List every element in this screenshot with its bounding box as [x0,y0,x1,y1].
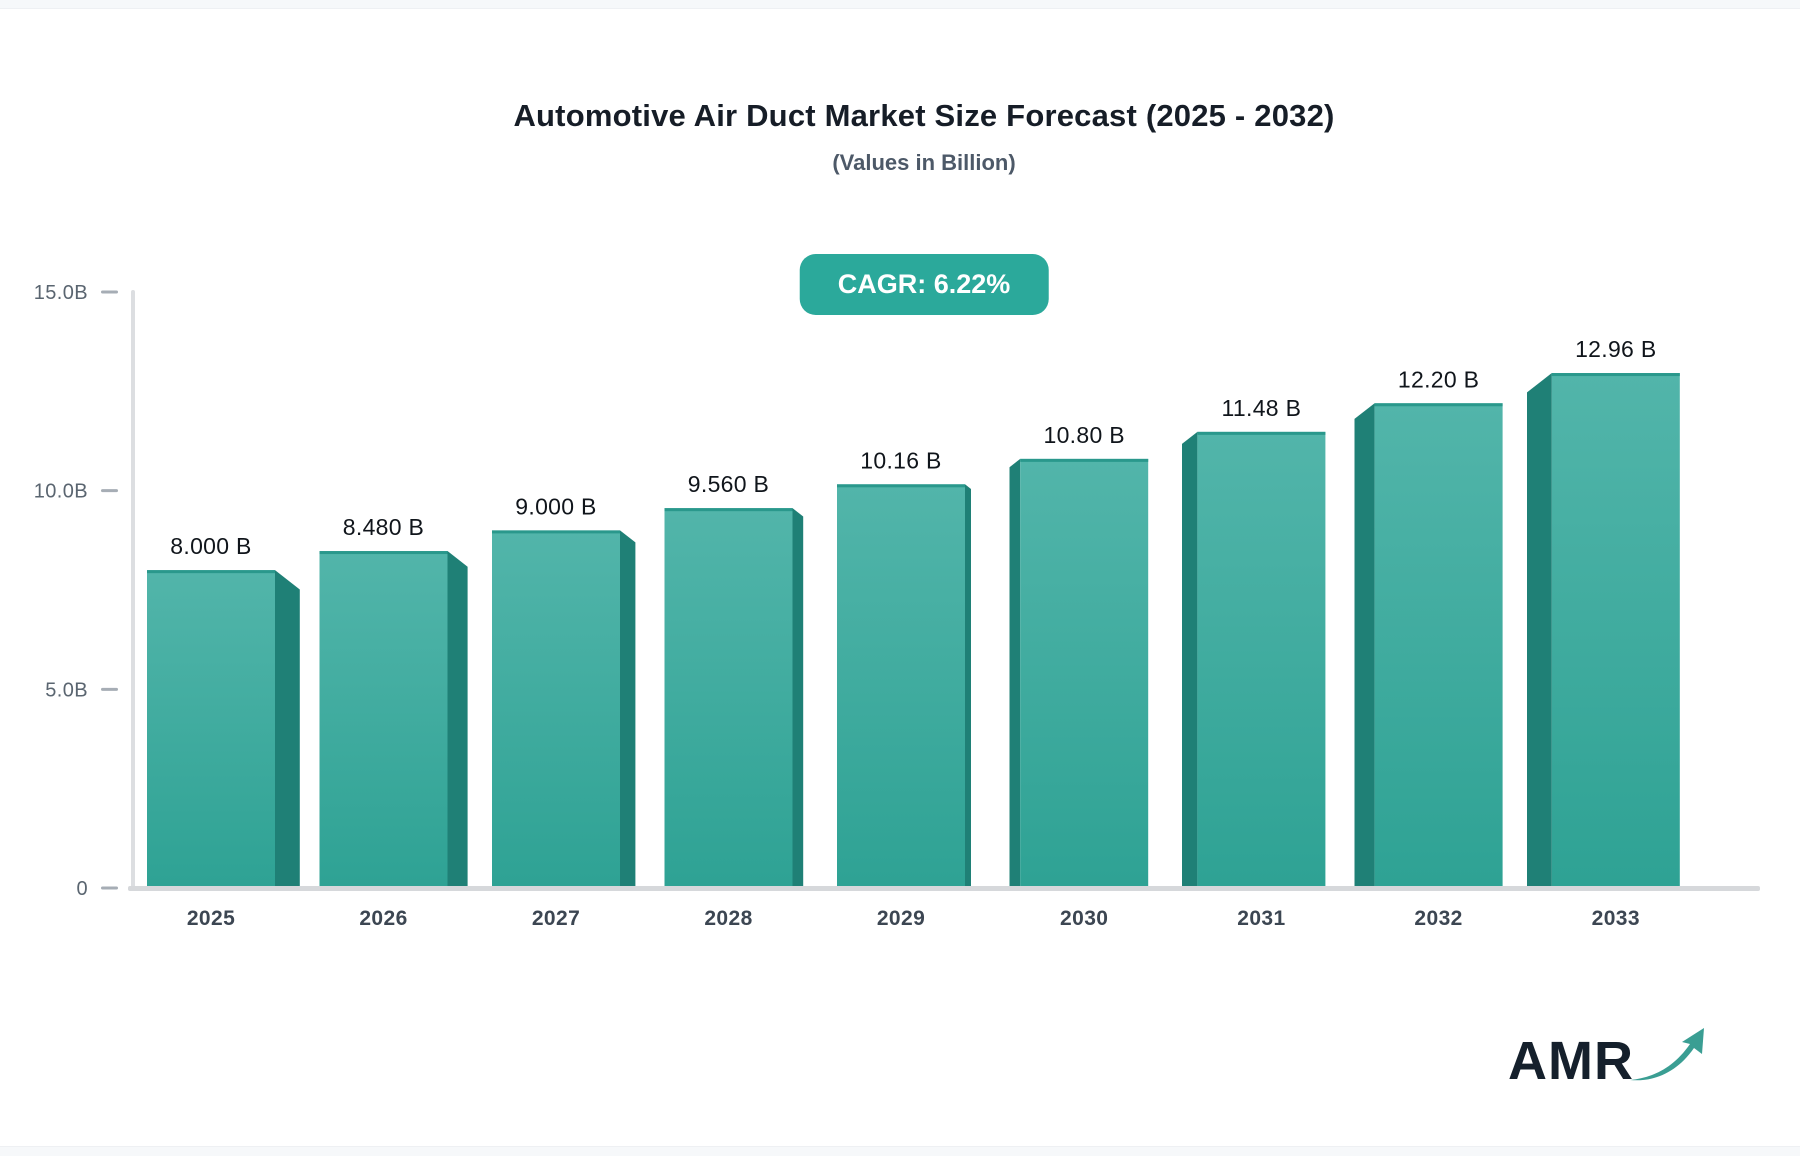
y-tick-dash [101,290,118,294]
bar [1020,458,1149,888]
bar [492,530,620,888]
bar [319,551,448,888]
bar-value-label: 9.000 B [515,493,596,519]
x-tick-label: 2031 [1237,907,1285,930]
bar-value-label: 8.480 B [343,514,424,540]
plot-area: 15.0B 10.0B 5.0B 0 8.000 B 2025 8.480 B 2026 9.0… [34,282,1760,930]
x-tick-label: 2029 [877,907,925,930]
bar-value-label: 12.96 B [1575,336,1656,362]
cagr-badge: CAGR: 6.22% [799,254,1049,315]
y-tick-dash [101,886,118,890]
x-tick-label: 2028 [704,907,752,930]
y-tick-label: 5.0B [45,679,88,701]
bar-side [275,570,300,888]
bar [1197,431,1326,888]
bar [147,570,275,888]
bar-value-label: 10.80 B [1044,422,1125,448]
chart-title: Automotive Air Duct Market Size Forecast… [513,98,1335,133]
bar-top-edge [147,570,275,574]
bar-top-edge [1020,458,1149,462]
bar-side [1527,373,1552,888]
x-tick-label: 2027 [532,907,580,930]
brand-logo-text: AMR [1508,1031,1634,1091]
y-tick-label: 15.0B [34,282,88,304]
bar [664,508,793,888]
bar-side [792,508,804,888]
x-tick-label: 2030 [1060,907,1108,930]
bottom-edge-strip [0,1146,1800,1156]
chart-subtitle: (Values in Billion) [832,150,1016,175]
bar-top-edge [319,551,448,555]
bar-top-edge [1551,373,1680,377]
bar-value-label: 10.16 B [860,447,941,473]
bar-side [447,551,468,888]
bar-value-label: 8.000 B [170,533,251,559]
bar-side [1182,431,1198,888]
bar-side [965,484,971,888]
bar [1374,403,1503,888]
bar-value-label: 11.48 B [1222,395,1302,421]
bar-top-edge [492,530,620,534]
bar-top-edge [837,484,965,488]
bar [837,484,965,888]
x-tick-label: 2026 [359,907,407,930]
bar-value-label: 12.20 B [1398,366,1479,392]
y-axis-line [131,290,135,888]
x-tick-label: 2025 [187,907,235,930]
brand-logo: AMR [1508,1022,1712,1088]
y-tick-dash [101,687,118,691]
bar [1551,373,1680,888]
bar-top-edge [1197,431,1326,435]
top-edge-strip [0,0,1800,9]
trend-arrow-icon [1630,1028,1704,1081]
bar-value-label: 9.560 B [688,471,769,497]
bar-top-edge [664,508,793,512]
bar-side [1354,403,1375,888]
x-tick-label: 2032 [1414,907,1462,930]
bar-side [1009,458,1021,888]
y-tick-label: 0 [76,878,88,900]
y-tick-dash [101,489,118,493]
y-tick-label: 10.0B [34,481,88,503]
x-tick-label: 2033 [1592,907,1640,930]
x-axis-baseline [128,886,1760,891]
bar-top-edge [1374,403,1503,407]
bar-side [620,530,636,888]
